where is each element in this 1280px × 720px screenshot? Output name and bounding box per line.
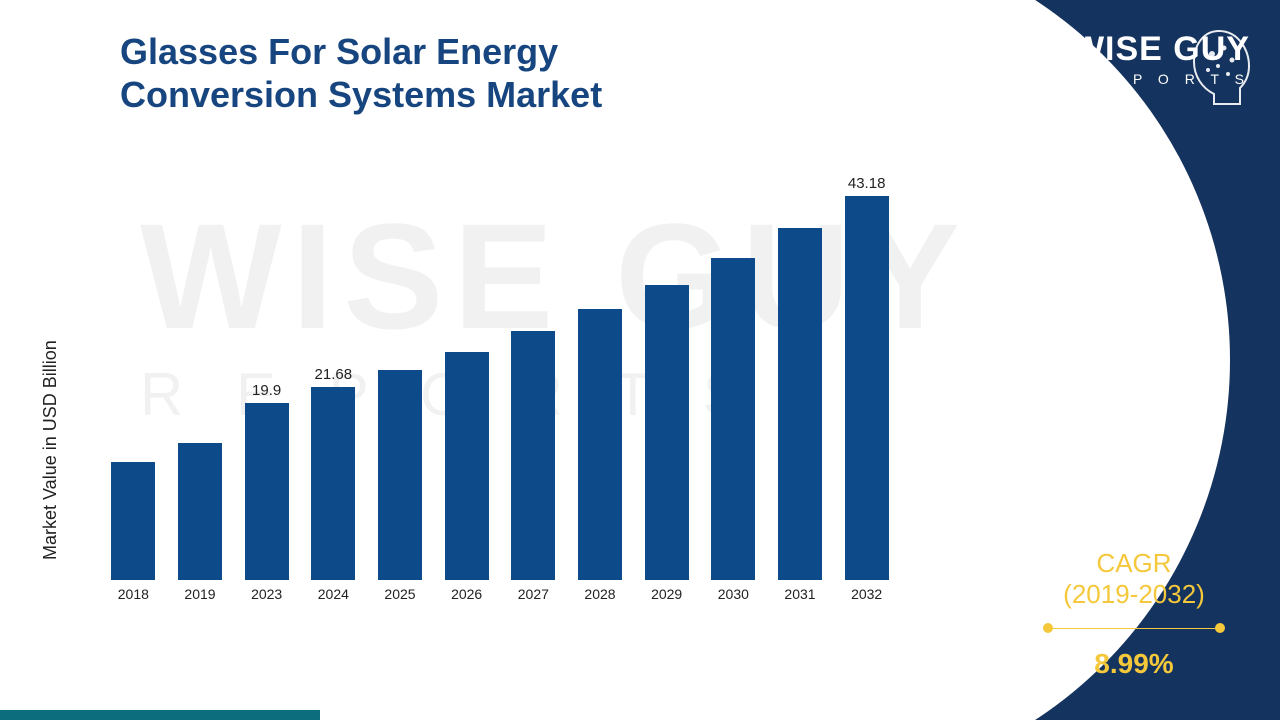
cagr-panel: CAGR (2019-2032) 8.99% bbox=[1024, 548, 1244, 680]
cagr-label: CAGR bbox=[1024, 548, 1244, 579]
cagr-value: 8.99% bbox=[1024, 648, 1244, 680]
bar-value-label: 43.18 bbox=[837, 175, 897, 192]
bar-fill bbox=[178, 443, 222, 580]
bar-2023: 19.9 bbox=[245, 180, 289, 580]
bar-2027 bbox=[511, 180, 555, 580]
bar-2029 bbox=[645, 180, 689, 580]
y-axis-label: Market Value in USD Billion bbox=[40, 340, 61, 560]
page-title: Glasses For Solar Energy Conversion Syst… bbox=[120, 30, 700, 116]
bar-2030 bbox=[711, 180, 755, 580]
bar-fill bbox=[245, 403, 289, 580]
cagr-period: (2019-2032) bbox=[1024, 579, 1244, 610]
bar-value-label: 19.9 bbox=[237, 382, 297, 399]
xtick-2018: 2018 bbox=[108, 586, 158, 602]
xtick-2025: 2025 bbox=[375, 586, 425, 602]
bar-2025 bbox=[378, 180, 422, 580]
xtick-2024: 2024 bbox=[308, 586, 358, 602]
xtick-2031: 2031 bbox=[775, 586, 825, 602]
bar-fill bbox=[711, 258, 755, 580]
bar-chart: 19.9 21.68 43.18 bbox=[100, 180, 900, 580]
bar-fill bbox=[511, 331, 555, 580]
x-axis-ticks: 2018 2019 2023 2024 2025 2026 2027 2028 2029 2030… bbox=[100, 586, 900, 606]
bar-fill bbox=[311, 387, 355, 580]
bar-fill bbox=[645, 285, 689, 580]
bar-2026 bbox=[445, 180, 489, 580]
xtick-2027: 2027 bbox=[508, 586, 558, 602]
bar-fill bbox=[111, 462, 155, 580]
xtick-2023: 2023 bbox=[242, 586, 292, 602]
brand-logo: WISE GUY R E P O R T S bbox=[1072, 30, 1250, 87]
bar-2019 bbox=[178, 180, 222, 580]
bar-2024: 21.68 bbox=[311, 180, 355, 580]
bar-fill bbox=[378, 370, 422, 580]
bar-2018 bbox=[111, 180, 155, 580]
dot-icon bbox=[1043, 623, 1053, 633]
bar-fill bbox=[778, 228, 822, 580]
cagr-divider bbox=[1048, 622, 1220, 636]
xtick-2028: 2028 bbox=[575, 586, 625, 602]
content-layer: WISE GUY R E P O R T S Glasses For Solar… bbox=[0, 0, 1280, 720]
bar-2031 bbox=[778, 180, 822, 580]
bar-2028 bbox=[578, 180, 622, 580]
xtick-2030: 2030 bbox=[708, 586, 758, 602]
bar-fill bbox=[578, 309, 622, 580]
xtick-2019: 2019 bbox=[175, 586, 225, 602]
bar-value-label: 21.68 bbox=[303, 366, 363, 383]
xtick-2026: 2026 bbox=[442, 586, 492, 602]
dot-icon bbox=[1215, 623, 1225, 633]
bar-2032: 43.18 bbox=[845, 180, 889, 580]
bar-fill bbox=[845, 196, 889, 580]
xtick-2032: 2032 bbox=[842, 586, 892, 602]
xtick-2029: 2029 bbox=[642, 586, 692, 602]
footer-accent bbox=[0, 710, 320, 720]
head-icon bbox=[1184, 26, 1254, 106]
bar-fill bbox=[445, 352, 489, 580]
